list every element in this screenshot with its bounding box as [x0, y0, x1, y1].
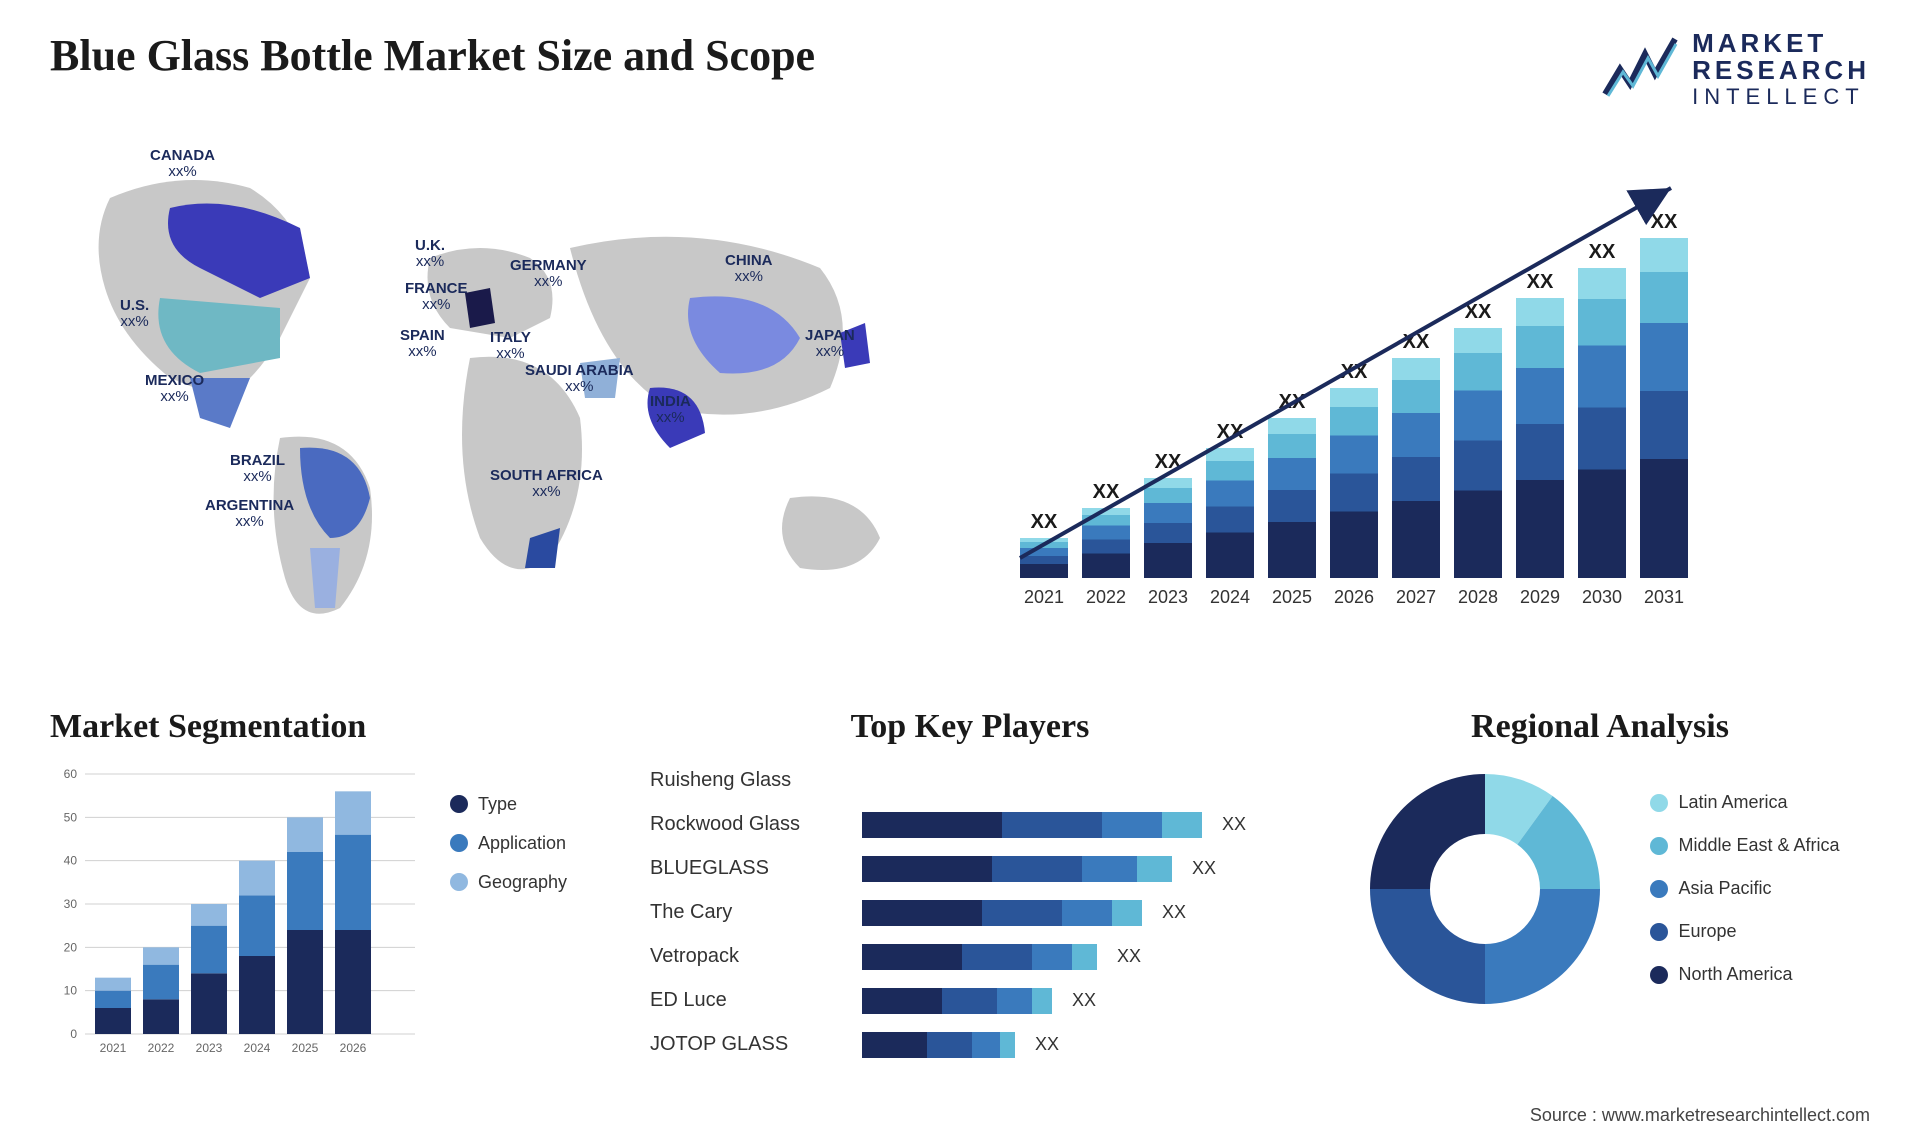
player-name: Rockwood Glass — [650, 813, 850, 836]
legend-item: North America — [1650, 964, 1839, 985]
map-label: U.K.xx% — [415, 238, 445, 271]
player-value: XX — [1222, 814, 1246, 835]
svg-text:2026: 2026 — [340, 1041, 367, 1055]
player-row: BLUEGLASS XX — [650, 852, 1290, 886]
player-row: JOTOP GLASS XX — [650, 1028, 1290, 1062]
player-value: XX — [1035, 1034, 1059, 1055]
svg-text:2025: 2025 — [1272, 587, 1312, 607]
svg-text:2029: 2029 — [1520, 587, 1560, 607]
player-name: Vetropack — [650, 945, 850, 968]
svg-text:XX: XX — [1527, 271, 1554, 293]
player-name: The Cary — [650, 901, 850, 924]
map-label: SPAINxx% — [400, 328, 445, 361]
player-value: XX — [1117, 946, 1141, 967]
legend-item: Asia Pacific — [1650, 878, 1839, 899]
map-label: MEXICOxx% — [145, 373, 204, 406]
svg-text:10: 10 — [64, 983, 78, 997]
regional-donut-chart — [1360, 764, 1610, 1014]
player-row: The Cary XX — [650, 896, 1290, 930]
page-title: Blue Glass Bottle Market Size and Scope — [50, 30, 815, 81]
svg-text:2028: 2028 — [1458, 587, 1498, 607]
growth-bar-chart: XX2021XX2022XX2023XX2024XX2025XX2026XX20… — [990, 138, 1870, 668]
map-label: GERMANYxx% — [510, 258, 587, 291]
svg-text:50: 50 — [64, 810, 78, 824]
map-label: SOUTH AFRICAxx% — [490, 468, 603, 501]
svg-text:2024: 2024 — [1210, 587, 1250, 607]
player-name: Ruisheng Glass — [650, 769, 850, 792]
player-row: Ruisheng Glass — [650, 764, 1290, 798]
map-label: CHINAxx% — [725, 253, 773, 286]
svg-text:XX: XX — [1589, 241, 1616, 263]
map-label: SAUDI ARABIAxx% — [525, 363, 634, 396]
legend-item: Type — [450, 794, 567, 815]
svg-text:40: 40 — [64, 853, 78, 867]
regional-legend: Latin America Middle East & Africa Asia Pa… — [1650, 792, 1839, 985]
map-label: ARGENTINAxx% — [205, 498, 294, 531]
svg-text:XX: XX — [1651, 211, 1678, 233]
svg-text:20: 20 — [64, 940, 78, 954]
svg-text:2021: 2021 — [1024, 587, 1064, 607]
player-row: ED Luce XX — [650, 984, 1290, 1018]
player-name: ED Luce — [650, 989, 850, 1012]
players-title: Top Key Players — [650, 708, 1290, 746]
map-label: ITALYxx% — [490, 330, 531, 363]
legend-item: Latin America — [1650, 792, 1839, 813]
segmentation-section: Market Segmentation 0 10 20 30 40 50 60 2021 202… — [50, 708, 610, 1072]
player-row: Vetropack XX — [650, 940, 1290, 974]
regional-section: Regional Analysis Latin America Middle Ea… — [1330, 708, 1870, 1072]
map-label: JAPANxx% — [805, 328, 855, 361]
player-bar — [862, 944, 1097, 970]
regional-title: Regional Analysis — [1330, 708, 1870, 746]
svg-text:2021: 2021 — [100, 1041, 127, 1055]
players-section: Top Key Players Ruisheng Glass Rockwood G… — [650, 708, 1290, 1072]
svg-text:2023: 2023 — [196, 1041, 223, 1055]
world-map: CANADAxx% U.S.xx% MEXICOxx% BRAZILxx% ARGENT… — [50, 138, 930, 668]
map-label: BRAZILxx% — [230, 453, 285, 486]
svg-text:30: 30 — [64, 897, 78, 911]
logo-text-1: MARKET — [1692, 30, 1870, 57]
map-label: U.S.xx% — [120, 298, 149, 331]
svg-text:2025: 2025 — [292, 1041, 319, 1055]
player-value: XX — [1072, 990, 1096, 1011]
player-value: XX — [1162, 902, 1186, 923]
svg-text:2024: 2024 — [244, 1041, 271, 1055]
svg-text:XX: XX — [1031, 511, 1058, 533]
player-value: XX — [1192, 858, 1216, 879]
svg-text:0: 0 — [70, 1027, 77, 1041]
svg-text:2022: 2022 — [148, 1041, 175, 1055]
player-bar — [862, 812, 1202, 838]
player-bar — [862, 900, 1142, 926]
player-bar — [862, 988, 1052, 1014]
legend-item: Middle East & Africa — [1650, 835, 1839, 856]
svg-text:2023: 2023 — [1148, 587, 1188, 607]
player-name: BLUEGLASS — [650, 857, 850, 880]
logo: MARKET RESEARCH INTELLECT — [1600, 30, 1870, 108]
player-bar — [862, 856, 1172, 882]
logo-text-2: RESEARCH — [1692, 57, 1870, 84]
player-bar — [862, 1032, 1015, 1058]
player-row: Rockwood Glass XX — [650, 808, 1290, 842]
logo-icon — [1600, 34, 1680, 104]
segmentation-legend: Type Application Geography — [450, 794, 567, 893]
svg-text:60: 60 — [64, 767, 78, 781]
svg-text:2030: 2030 — [1582, 587, 1622, 607]
logo-text-3: INTELLECT — [1692, 85, 1870, 108]
source-text: Source : www.marketresearchintellect.com — [1530, 1105, 1870, 1126]
legend-item: Application — [450, 833, 567, 854]
map-label: CANADAxx% — [150, 148, 215, 181]
legend-item: Geography — [450, 872, 567, 893]
segmentation-bar-chart: 0 10 20 30 40 50 60 2021 2022 2023 2024 2025 2026 — [50, 764, 420, 1064]
svg-text:XX: XX — [1093, 481, 1120, 503]
svg-text:2026: 2026 — [1334, 587, 1374, 607]
svg-text:2031: 2031 — [1644, 587, 1684, 607]
svg-text:2022: 2022 — [1086, 587, 1126, 607]
svg-text:2027: 2027 — [1396, 587, 1436, 607]
segmentation-title: Market Segmentation — [50, 708, 610, 746]
map-label: INDIAxx% — [650, 394, 691, 427]
legend-item: Europe — [1650, 921, 1839, 942]
player-name: JOTOP GLASS — [650, 1033, 850, 1056]
map-label: FRANCExx% — [405, 281, 468, 314]
